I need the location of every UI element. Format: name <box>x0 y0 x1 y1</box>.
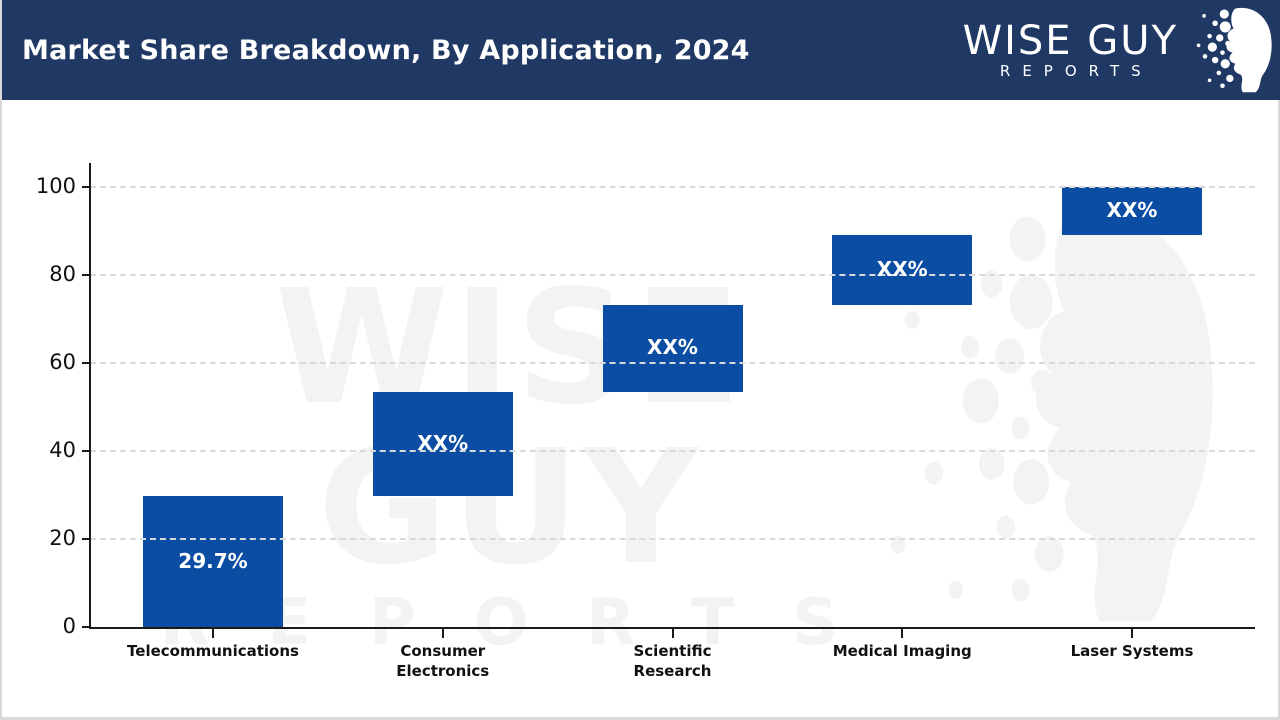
bar-consumer-electronics <box>372 392 513 497</box>
wiseguy-logo: WISE GUY REPORTS <box>963 0 1274 100</box>
bar-value-label: XX% <box>876 256 928 281</box>
category-label: Telecommunications <box>127 642 299 660</box>
category-label: Medical Imaging <box>832 642 972 660</box>
bar-telecommunications <box>143 496 283 627</box>
logo-text: WISE GUY REPORTS <box>963 20 1178 80</box>
bar-value-label: XX% <box>647 335 698 360</box>
gridline-20 <box>90 538 1255 540</box>
y-tick-0 <box>82 626 90 628</box>
y-tick-20 <box>82 538 90 540</box>
y-tick-100 <box>82 186 90 188</box>
y-tick-label-0: 0 <box>62 614 76 638</box>
y-tick-label-80: 80 <box>49 262 76 286</box>
logo-head-icon <box>1196 7 1272 93</box>
category-label: Scientific Research <box>633 642 712 680</box>
gridline-60 <box>90 362 1255 364</box>
bar-value-label: XX% <box>1106 197 1158 222</box>
gridline-80 <box>90 274 1255 276</box>
x-tick-3 <box>901 629 904 638</box>
y-tick-label-20: 20 <box>49 526 76 550</box>
page-title: Market Share Breakdown, By Application, … <box>22 34 750 66</box>
bar-medical-imaging <box>832 234 973 305</box>
x-tick-2 <box>671 629 674 638</box>
category-label: Laser Systems <box>1070 642 1194 660</box>
y-tick-80 <box>82 274 90 276</box>
logo-wordmark: WISE GUY <box>962 18 1178 64</box>
bar-laser-systems <box>1062 187 1202 235</box>
x-tick-1 <box>441 629 444 638</box>
x-tick-0 <box>212 629 214 638</box>
watermark-head-icon <box>890 208 1213 622</box>
y-tick-label-100: 100 <box>35 174 76 198</box>
y-tick-label-60: 60 <box>49 350 76 374</box>
category-label: Consumer Electronics <box>396 642 490 680</box>
waterfall-chart: 0 20 40 60 80 100 29.7% Telecommunications XX% Co… <box>2 100 1280 720</box>
x-axis-line <box>90 627 1255 629</box>
x-tick-4 <box>1131 629 1133 638</box>
bar-value-label: 29.7% <box>178 548 248 573</box>
bar-scientific-research <box>602 304 743 393</box>
header-bar: Market Share Breakdown, By Application, … <box>2 0 1280 100</box>
y-tick-label-40: 40 <box>49 438 76 462</box>
gridline-100 <box>90 186 1255 188</box>
logo-subtitle: REPORTS <box>999 62 1153 80</box>
y-tick-40 <box>82 450 90 452</box>
y-tick-60 <box>82 362 90 364</box>
gridline-40 <box>90 450 1255 452</box>
y-axis-line <box>89 163 91 629</box>
bar-value-label: XX% <box>417 431 469 456</box>
